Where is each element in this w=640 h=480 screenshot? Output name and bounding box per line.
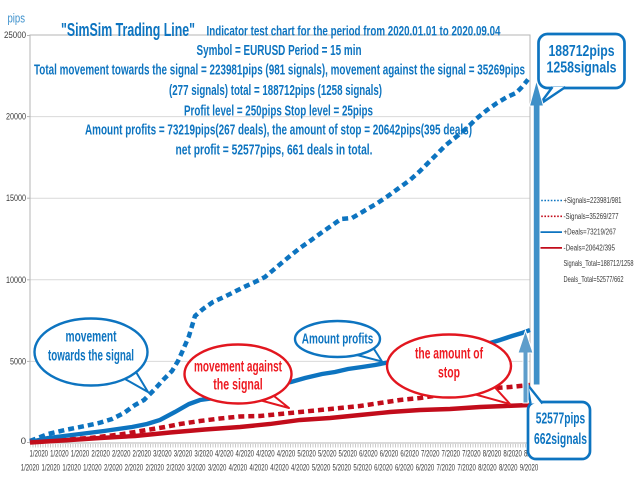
svg-text:2/2020: 2/2020	[91, 449, 110, 459]
svg-text:4/2020: 4/2020	[215, 449, 234, 459]
svg-text:6/2020: 6/2020	[395, 463, 414, 473]
svg-text:3/2020: 3/2020	[153, 449, 172, 459]
svg-text:Amount profits: Amount profits	[302, 332, 374, 348]
svg-text:20000: 20000	[6, 112, 26, 123]
svg-text:4/2020: 4/2020	[249, 463, 268, 473]
svg-text:5/2020: 5/2020	[312, 463, 331, 473]
svg-text:1/2020: 1/2020	[21, 463, 40, 473]
svg-text:3/2020: 3/2020	[174, 449, 193, 459]
svg-text:4/2020: 4/2020	[270, 463, 289, 473]
svg-text:3/2020: 3/2020	[187, 463, 206, 473]
svg-text:7/2020: 7/2020	[442, 449, 461, 459]
svg-text:(277 signals) total = 188712pi: (277 signals) total = 188712pips (1258 s…	[169, 82, 382, 99]
svg-text:52577pips: 52577pips	[536, 411, 586, 428]
svg-text:Signals_Total=188712/1258: Signals_Total=188712/1258	[564, 259, 634, 268]
svg-text:4/2020: 4/2020	[256, 449, 275, 459]
svg-text:the amount of: the amount of	[415, 346, 484, 363]
svg-text:2/2020: 2/2020	[125, 463, 144, 473]
svg-text:Symbol = EURUSD Period = 15 mi: Symbol = EURUSD Period = 15 min	[197, 42, 362, 59]
svg-text:2/2020: 2/2020	[145, 463, 164, 473]
svg-text:3/2020: 3/2020	[194, 449, 213, 459]
svg-text:net profit = 52577pips, 661 de: net profit = 52577pips, 661 deals in tot…	[176, 142, 373, 159]
svg-text:25000: 25000	[4, 30, 26, 41]
svg-text:towards the signal: towards the signal	[48, 348, 134, 365]
svg-text:4/2020: 4/2020	[291, 463, 310, 473]
svg-text:7/2020: 7/2020	[421, 449, 440, 459]
svg-text:4/2020: 4/2020	[229, 463, 248, 473]
svg-text:7/2020: 7/2020	[457, 463, 476, 473]
svg-text:1/2020: 1/2020	[83, 463, 102, 473]
svg-text:662signals: 662signals	[534, 431, 587, 448]
svg-text:stop: stop	[438, 365, 460, 382]
svg-text:5/2020: 5/2020	[353, 463, 372, 473]
svg-text:6/2020: 6/2020	[400, 449, 419, 459]
svg-text:6/2020: 6/2020	[359, 449, 378, 459]
svg-text:the signal: the signal	[213, 377, 263, 394]
svg-text:pips: pips	[8, 12, 26, 26]
svg-text:10000: 10000	[6, 275, 26, 286]
svg-text:4/2020: 4/2020	[236, 449, 255, 459]
svg-text:2/2020: 2/2020	[133, 449, 152, 459]
svg-text:6/2020: 6/2020	[416, 463, 435, 473]
svg-text:2/2020: 2/2020	[166, 463, 185, 473]
svg-text:8/2020: 8/2020	[503, 449, 522, 459]
svg-text:Total movement towards the sig: Total movement towards the signal = 2239…	[34, 62, 525, 79]
svg-text:8/2020: 8/2020	[478, 463, 497, 473]
svg-text:2/2020: 2/2020	[112, 449, 131, 459]
svg-text:5/2020: 5/2020	[318, 449, 337, 459]
svg-text:5/2020: 5/2020	[339, 449, 358, 459]
svg-text:+Deals=73219/267: +Deals=73219/267	[564, 228, 617, 237]
svg-text:5/2020: 5/2020	[333, 463, 352, 473]
svg-text:movement against: movement against	[194, 359, 282, 376]
svg-text:1/2020: 1/2020	[62, 463, 81, 473]
svg-text:7/2020: 7/2020	[437, 463, 456, 473]
svg-text:2/2020: 2/2020	[104, 463, 123, 473]
svg-text:"SimSim Trading Line": "SimSim Trading Line"	[61, 20, 195, 40]
svg-text:movement: movement	[66, 329, 117, 346]
svg-text:188712pips: 188712pips	[549, 43, 615, 60]
svg-text:Deals_Total=52577/662: Deals_Total=52577/662	[564, 275, 624, 284]
svg-text:+Signals=223981/981: +Signals=223981/981	[564, 196, 622, 205]
svg-text:-Signals=35269/277: -Signals=35269/277	[564, 212, 619, 221]
svg-text:15000: 15000	[6, 193, 26, 204]
svg-text:4/2020: 4/2020	[277, 449, 296, 459]
svg-text:1258signals: 1258signals	[547, 60, 617, 77]
svg-text:5000: 5000	[10, 356, 26, 367]
svg-text:5/2020: 5/2020	[297, 449, 316, 459]
svg-text:Profit level = 250pips Stop le: Profit level = 250pips Stop level = 25pi…	[184, 103, 373, 120]
svg-text:1/2020: 1/2020	[42, 463, 61, 473]
svg-text:0: 0	[21, 436, 26, 447]
svg-text:1/2020: 1/2020	[71, 449, 90, 459]
svg-text:6/2020: 6/2020	[374, 463, 393, 473]
svg-text:8/2020: 8/2020	[499, 463, 518, 473]
svg-text:3/2020: 3/2020	[208, 463, 227, 473]
svg-text:1/2020: 1/2020	[30, 449, 49, 459]
svg-text:9/2020: 9/2020	[520, 463, 539, 473]
svg-text:7/2020: 7/2020	[462, 449, 481, 459]
svg-text:-Deals=20642/395: -Deals=20642/395	[564, 243, 616, 252]
svg-text:6/2020: 6/2020	[380, 449, 399, 459]
svg-text:1/2020: 1/2020	[50, 449, 69, 459]
svg-text:Indicator test chart for the p: Indicator test chart for the period from…	[207, 24, 501, 39]
svg-text:Amount profits = 73219pips(267: Amount profits = 73219pips(267 deals), t…	[85, 122, 472, 139]
svg-text:8/2020: 8/2020	[483, 449, 502, 459]
